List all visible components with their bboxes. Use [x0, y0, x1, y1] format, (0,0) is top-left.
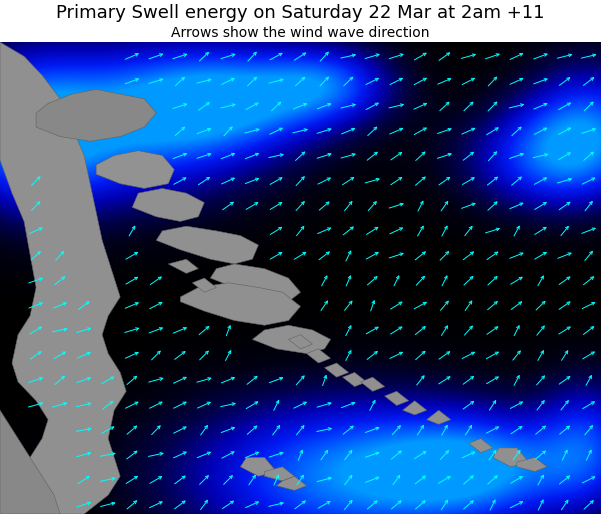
Polygon shape	[192, 278, 216, 292]
Text: Arrows show the wind wave direction: Arrows show the wind wave direction	[171, 26, 430, 40]
Polygon shape	[264, 467, 294, 481]
Text: Primary Swell energy on Saturday 22 Mar at 2am +11: Primary Swell energy on Saturday 22 Mar …	[56, 5, 545, 23]
Polygon shape	[0, 42, 126, 514]
Polygon shape	[132, 189, 204, 222]
Polygon shape	[252, 325, 331, 354]
Polygon shape	[180, 283, 300, 325]
Polygon shape	[168, 259, 198, 273]
Polygon shape	[385, 391, 409, 406]
Polygon shape	[240, 457, 276, 476]
Polygon shape	[469, 438, 493, 453]
Polygon shape	[493, 448, 529, 467]
Polygon shape	[288, 335, 313, 349]
Polygon shape	[156, 226, 258, 264]
Polygon shape	[0, 410, 60, 514]
Polygon shape	[307, 349, 331, 363]
Polygon shape	[403, 401, 427, 415]
Polygon shape	[361, 377, 385, 391]
Polygon shape	[210, 264, 300, 302]
Polygon shape	[325, 363, 349, 377]
Polygon shape	[36, 89, 156, 141]
Polygon shape	[343, 373, 367, 387]
Polygon shape	[427, 410, 451, 425]
Polygon shape	[517, 457, 547, 471]
Polygon shape	[276, 476, 307, 490]
Polygon shape	[96, 151, 174, 189]
